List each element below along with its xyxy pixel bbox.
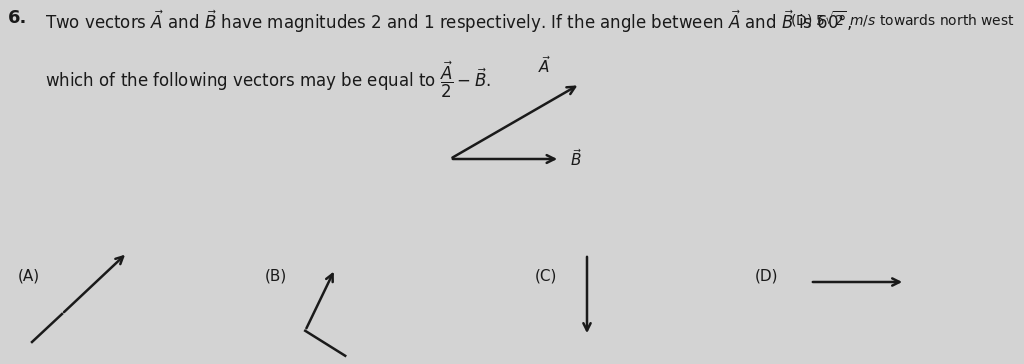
Text: (B): (B) bbox=[265, 269, 288, 284]
Text: which of the following vectors may be equal to $\dfrac{\vec{A}}{2} - \vec{B}.$: which of the following vectors may be eq… bbox=[45, 59, 492, 100]
Text: (D): (D) bbox=[755, 269, 778, 284]
Text: $\vec{B}$: $\vec{B}$ bbox=[570, 149, 583, 170]
Text: (D) $5\sqrt{2}$ $m/s$ towards north west: (D) $5\sqrt{2}$ $m/s$ towards north west bbox=[791, 9, 1015, 29]
Text: 6.: 6. bbox=[8, 9, 28, 27]
Text: $\vec{A}$: $\vec{A}$ bbox=[539, 55, 552, 76]
Text: Two vectors $\vec{A}$ and $\vec{B}$ have magnitudes 2 and 1 respectively. If the: Two vectors $\vec{A}$ and $\vec{B}$ have… bbox=[45, 9, 852, 35]
Text: (C): (C) bbox=[535, 269, 557, 284]
Text: (A): (A) bbox=[18, 269, 40, 284]
